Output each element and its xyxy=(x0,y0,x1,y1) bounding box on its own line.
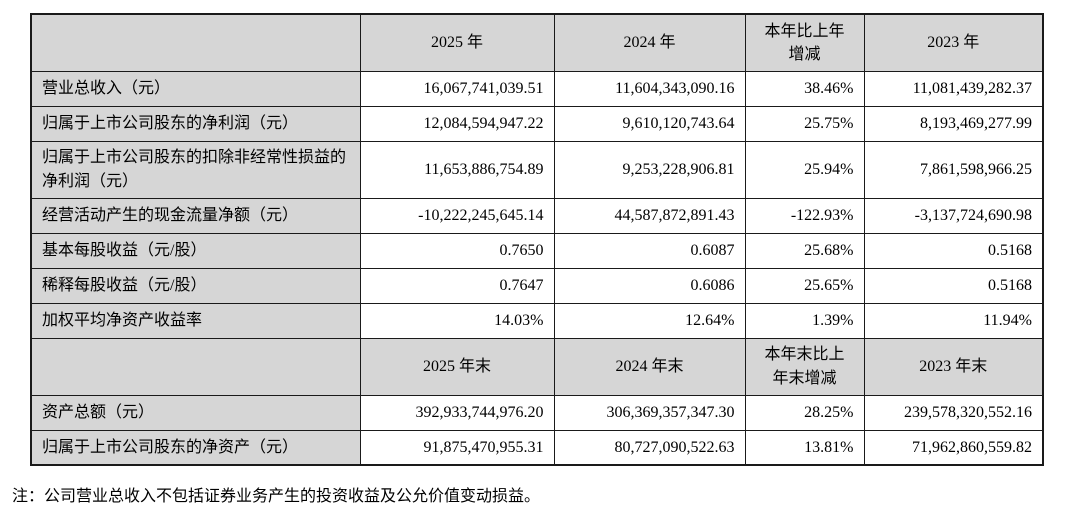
table-row-net-profit: 归属于上市公司股东的净利润（元） 12,084,594,947.22 9,610… xyxy=(30,105,1044,142)
value-2024: 0.6087 xyxy=(553,232,746,269)
value-yoy-change: 25.65% xyxy=(744,267,865,304)
value-2025-end: 91,875,470,955.31 xyxy=(359,429,555,466)
value-2025-end: 392,933,744,976.20 xyxy=(359,394,555,431)
value-2024: 44,587,872,891.43 xyxy=(553,197,746,234)
row-label: 营业总收入（元） xyxy=(30,70,361,107)
value-2023: 0.5168 xyxy=(863,232,1044,269)
value-2025: 14.03% xyxy=(359,302,555,339)
value-2023: 8,193,469,277.99 xyxy=(863,105,1044,142)
value-2023: 11,081,439,282.37 xyxy=(863,70,1044,107)
col-header-2023: 2023 年 xyxy=(863,13,1044,72)
value-yoy-change: 38.46% xyxy=(744,70,865,107)
row-label: 加权平均净资产收益率 xyxy=(30,302,361,339)
section2-header-row: 2025 年末 2024 年末 本年末比上 年末增减 2023 年末 xyxy=(30,337,1044,396)
value-2025: 16,067,741,039.51 xyxy=(359,70,555,107)
value-2025: 11,653,886,754.89 xyxy=(359,140,555,199)
value-2023: 0.5168 xyxy=(863,267,1044,304)
col-header-2024: 2024 年 xyxy=(553,13,746,72)
table-row-weighted-avg-roe: 加权平均净资产收益率 14.03% 12.64% 1.39% 11.94% xyxy=(30,302,1044,339)
footnote: 注：公司营业总收入不包括证券业务产生的投资收益及公允价值变动损益。 xyxy=(12,488,541,505)
col-header-2025: 2025 年 xyxy=(359,13,555,72)
value-yoy-change: 1.39% xyxy=(744,302,865,339)
col-header-2024-end: 2024 年末 xyxy=(553,337,746,396)
col-header-yearend-change: 本年末比上 年末增减 xyxy=(744,337,865,396)
value-2023-end: 71,962,860,559.82 xyxy=(863,429,1044,466)
table-row-total-assets: 资产总额（元） 392,933,744,976.20 306,369,357,3… xyxy=(30,394,1044,431)
row-label: 归属于上市公司股东的净资产（元） xyxy=(30,429,361,466)
row-label: 资产总额（元） xyxy=(30,394,361,431)
table-row-net-profit-excl-nonrecurring: 归属于上市公司股东的扣除非经常性损益的净利润（元） 11,653,886,754… xyxy=(30,140,1044,199)
value-2023-end: 239,578,320,552.16 xyxy=(863,394,1044,431)
row-label: 基本每股收益（元/股） xyxy=(30,232,361,269)
key-financials-table: 2025 年 2024 年 本年比上年 增减 2023 年 营业总收入（元） 1… xyxy=(30,13,1044,466)
value-2024-end: 306,369,357,347.30 xyxy=(553,394,746,431)
col-header-yoy-change: 本年比上年 增减 xyxy=(744,13,865,72)
table-row-total-revenue: 营业总收入（元） 16,067,741,039.51 11,604,343,09… xyxy=(30,70,1044,107)
value-2023: 11.94% xyxy=(863,302,1044,339)
value-2025: 12,084,594,947.22 xyxy=(359,105,555,142)
value-2023: 7,861,598,966.25 xyxy=(863,140,1044,199)
corner-cell xyxy=(30,13,361,72)
row-label: 归属于上市公司股东的净利润（元） xyxy=(30,105,361,142)
corner-cell xyxy=(30,337,361,396)
value-2024: 0.6086 xyxy=(553,267,746,304)
value-yoy-change: -122.93% xyxy=(744,197,865,234)
value-2024: 11,604,343,090.16 xyxy=(553,70,746,107)
row-label: 经营活动产生的现金流量净额（元） xyxy=(30,197,361,234)
table-row-diluted-eps: 稀释每股收益（元/股） 0.7647 0.6086 25.65% 0.5168 xyxy=(30,267,1044,304)
value-2024: 9,253,228,906.81 xyxy=(553,140,746,199)
row-label: 稀释每股收益（元/股） xyxy=(30,267,361,304)
value-yearend-change: 13.81% xyxy=(744,429,865,466)
row-label: 归属于上市公司股东的扣除非经常性损益的净利润（元） xyxy=(30,140,361,199)
value-yearend-change: 28.25% xyxy=(744,394,865,431)
section1-header-row: 2025 年 2024 年 本年比上年 增减 2023 年 xyxy=(30,13,1044,72)
value-2023: -3,137,724,690.98 xyxy=(863,197,1044,234)
col-header-2025-end: 2025 年末 xyxy=(359,337,555,396)
value-yoy-change: 25.94% xyxy=(744,140,865,199)
value-2025: 0.7650 xyxy=(359,232,555,269)
value-yoy-change: 25.75% xyxy=(744,105,865,142)
table-row-operating-cash-flow: 经营活动产生的现金流量净额（元） -10,222,245,645.14 44,5… xyxy=(30,197,1044,234)
value-2025: 0.7647 xyxy=(359,267,555,304)
value-2024: 9,610,120,743.64 xyxy=(553,105,746,142)
table-row-net-assets: 归属于上市公司股东的净资产（元） 91,875,470,955.31 80,72… xyxy=(30,429,1044,466)
value-yoy-change: 25.68% xyxy=(744,232,865,269)
value-2025: -10,222,245,645.14 xyxy=(359,197,555,234)
col-header-2023-end: 2023 年末 xyxy=(863,337,1044,396)
table-row-basic-eps: 基本每股收益（元/股） 0.7650 0.6087 25.68% 0.5168 xyxy=(30,232,1044,269)
value-2024-end: 80,727,090,522.63 xyxy=(553,429,746,466)
value-2024: 12.64% xyxy=(553,302,746,339)
